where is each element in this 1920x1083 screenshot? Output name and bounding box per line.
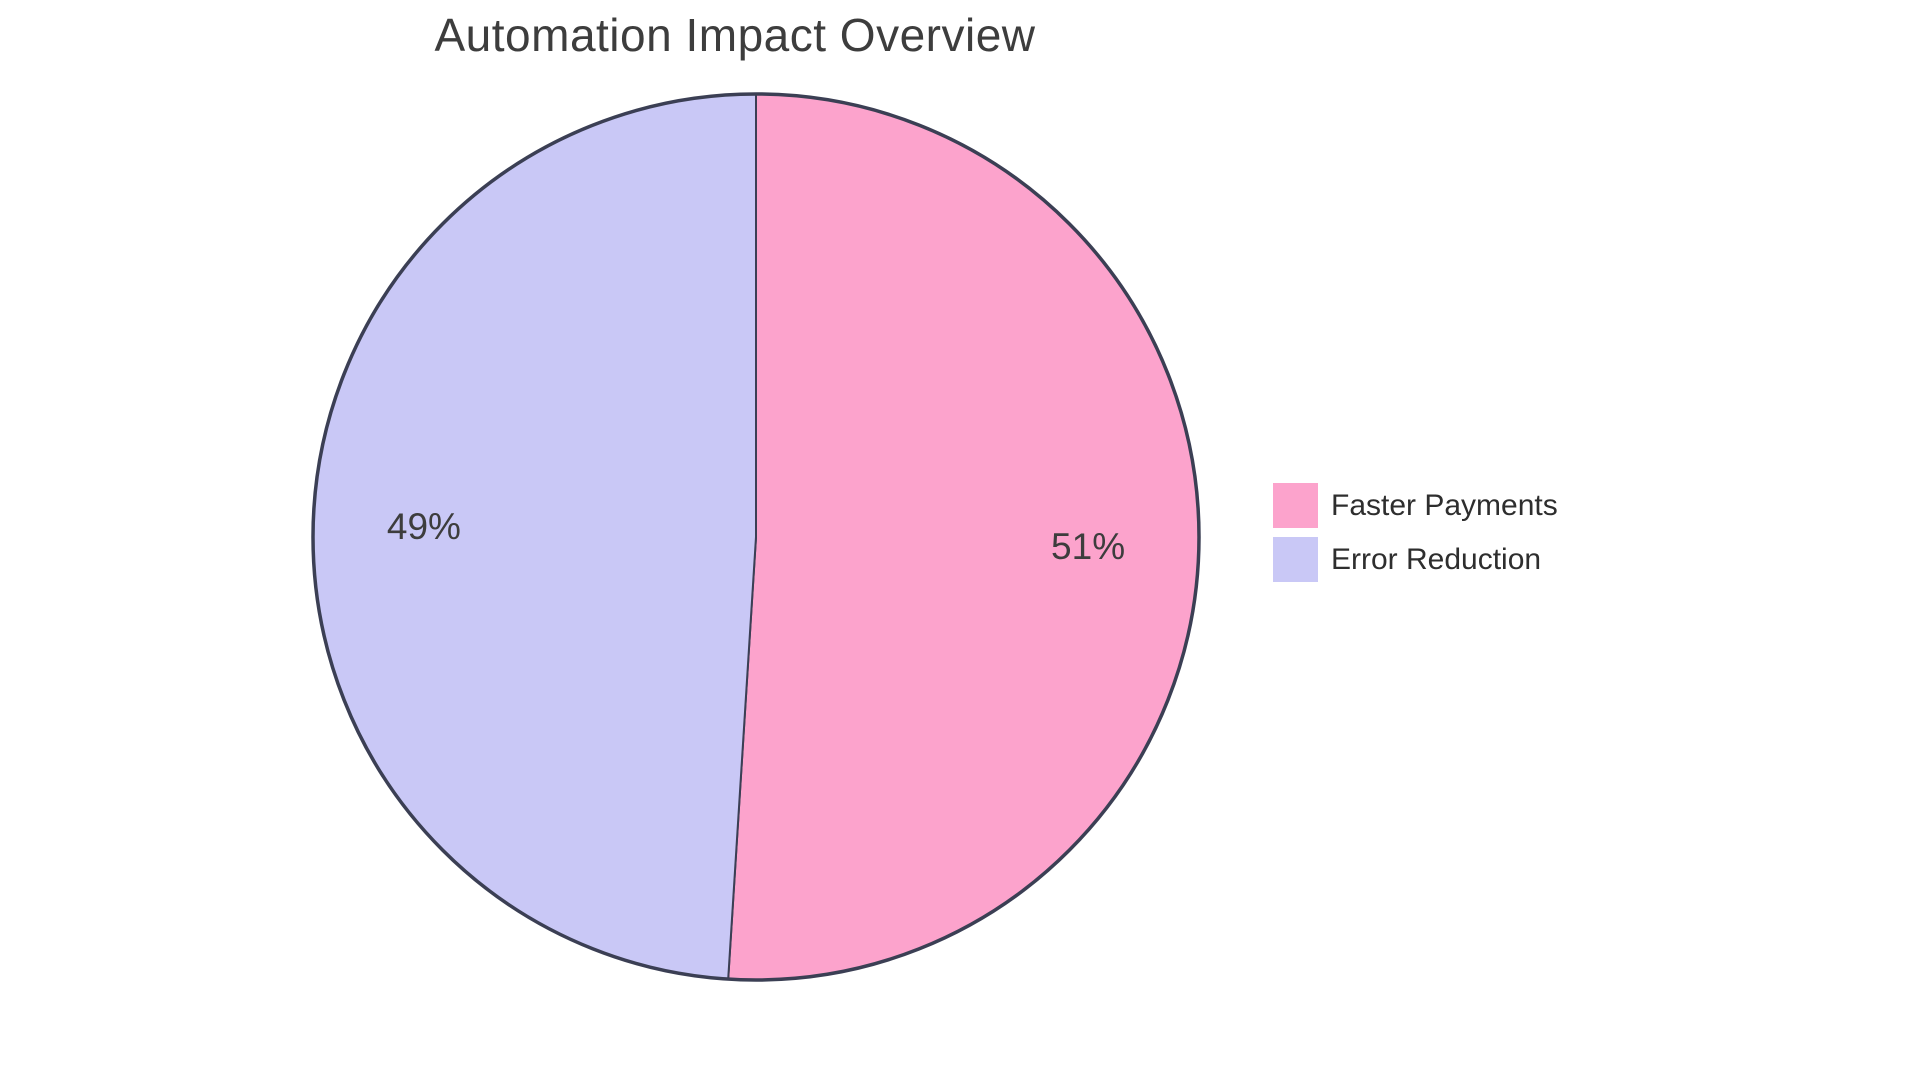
pie-outline <box>311 92 1201 982</box>
legend-item-faster-payments[interactable]: Faster Payments <box>1273 483 1558 528</box>
chart-title: Automation Impact Overview <box>434 9 1036 61</box>
legend-item-error-reduction[interactable]: Error Reduction <box>1273 537 1558 582</box>
legend-swatch <box>1273 537 1318 582</box>
legend-swatch <box>1273 483 1318 528</box>
legend: Faster Payments Error Reduction <box>1273 483 1558 591</box>
slice-percent-label-1: 49% <box>386 505 461 547</box>
legend-label: Error Reduction <box>1331 542 1542 576</box>
legend-label: Faster Payments <box>1331 488 1558 522</box>
pie-slice-0[interactable] <box>727 93 1200 981</box>
pie-slice-1[interactable] <box>311 93 757 981</box>
slice-percent-label-0: 51% <box>1051 526 1126 568</box>
